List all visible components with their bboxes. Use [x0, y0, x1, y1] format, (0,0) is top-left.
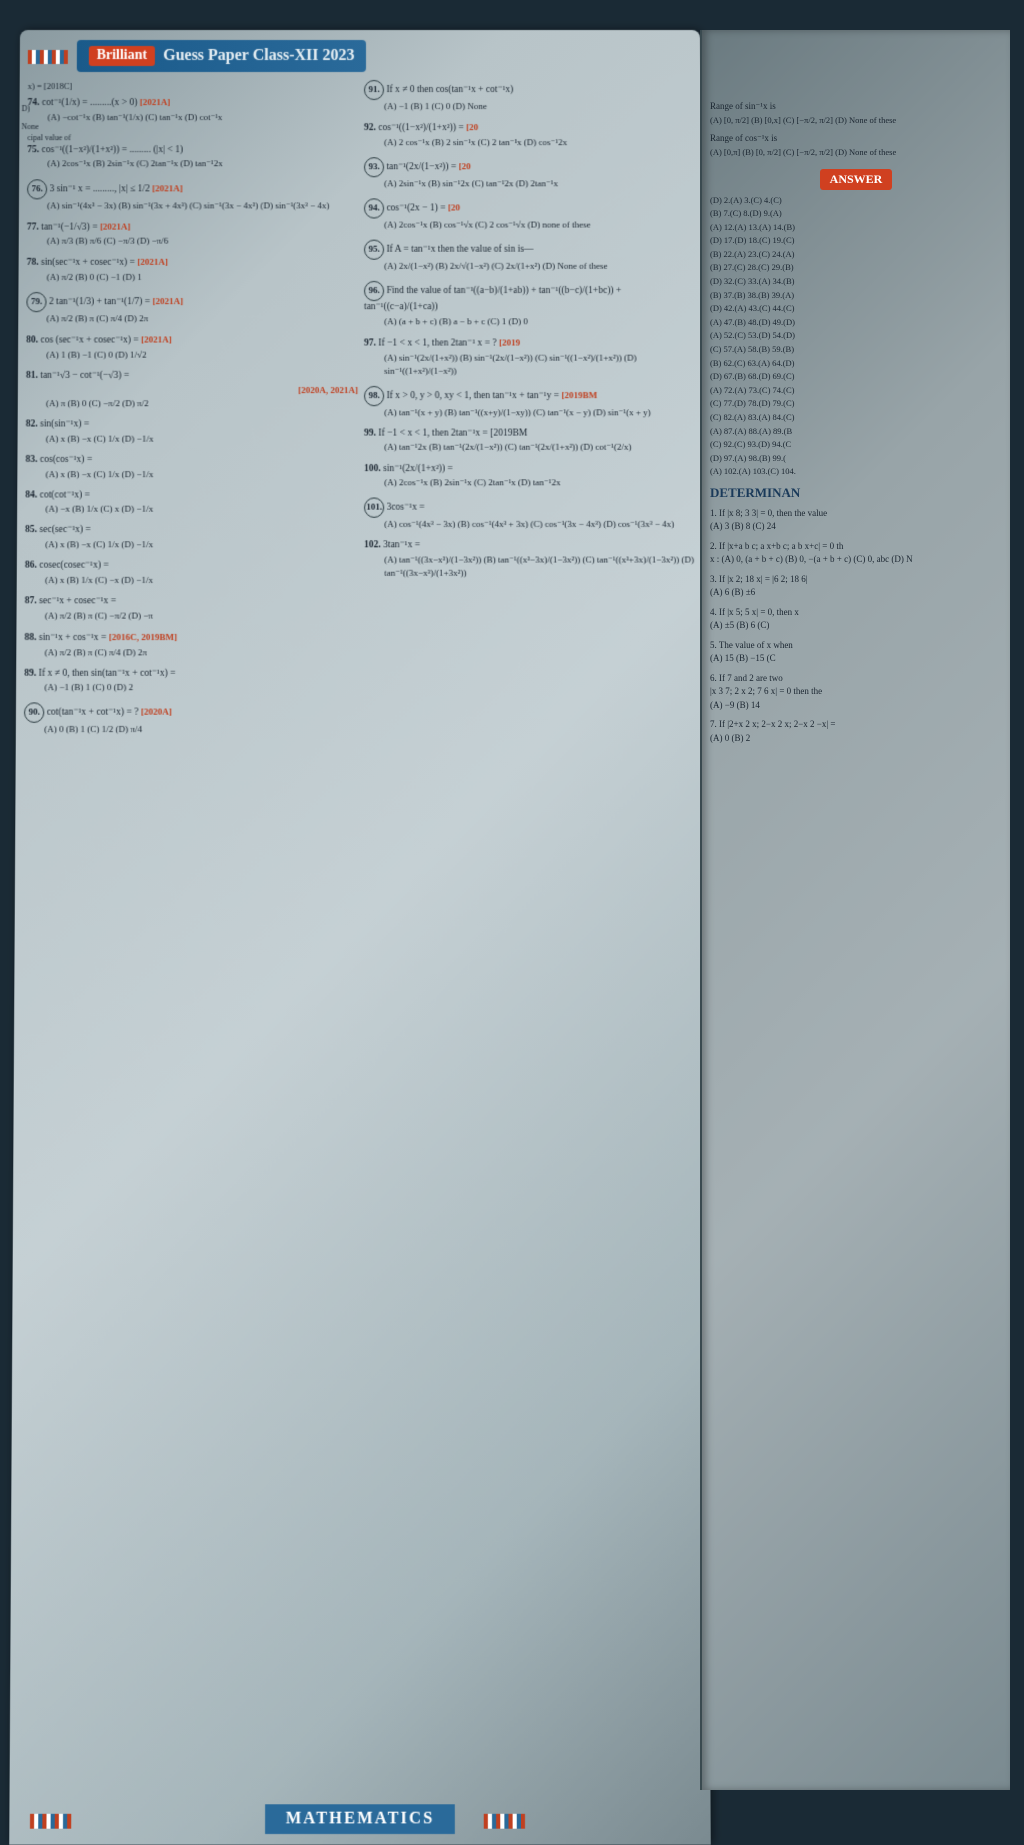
brand-badge: Brilliant	[88, 46, 155, 66]
question-93: 93. tan⁻¹(2x/(1−x²)) = [20 (A) 2sin⁻¹x (…	[364, 157, 693, 190]
circled-num-icon: 98.	[364, 386, 384, 406]
question-94: 94. cos⁻¹(2x − 1) = [20 (A) 2cos⁻¹x (B) …	[364, 198, 693, 231]
question-83: 83. cos(cos⁻¹x) = (A) x (B) −x (C) 1/x (…	[25, 454, 358, 481]
answer-grid: (D) 2.(A) 3.(C) 4.(C) (B) 7.(C) 8.(D) 9.…	[710, 194, 1002, 479]
question-102: 102. 3tan⁻¹x = (A) tan⁻¹((3x−x³)/(1−3x²)…	[364, 540, 695, 581]
circled-num-icon: 93.	[364, 157, 384, 177]
question-78: 78. sin(sec⁻¹x + cosec⁻¹x) = [2021A] (A)…	[27, 256, 358, 284]
question-76: 76. 3 sin⁻¹ x = ........., |x| ≤ 1/2 [20…	[27, 179, 358, 212]
question-80: 80. cos (sec⁻¹x + cosec⁻¹x) = [2021A] (A…	[26, 334, 358, 362]
content-columns: x) = [2018C] 74. cot⁻¹(1/x) = .........(…	[24, 80, 696, 745]
textbook-page-left: Brilliant Guess Paper Class-XII 2023 D) …	[9, 30, 711, 1845]
circled-num-icon: 91.	[364, 80, 384, 100]
question-82: 82. sin(sin⁻¹x) = (A) x (B) −x (C) 1/x (…	[26, 418, 358, 445]
question-97: 97. If −1 < x < 1, then 2tan⁻¹ x = ? [20…	[364, 336, 694, 377]
question-74: 74. cot⁻¹(1/x) = .........(x > 0) [2021A…	[27, 96, 358, 124]
circled-num-icon: 79.	[26, 292, 46, 312]
question-87: 87. sec⁻¹x + cosec⁻¹x = (A) π/2 (B) π (C…	[25, 595, 358, 622]
page-header: Brilliant Guess Paper Class-XII 2023	[76, 40, 366, 72]
header-stripes	[28, 50, 68, 64]
determinant-heading: DETERMINAN	[710, 485, 1002, 501]
circled-num-icon: 96.	[364, 281, 384, 301]
circled-num-icon: 101.	[364, 498, 384, 518]
question-90: 90. cot(tan⁻¹x + cot⁻¹x) = ? [2020A] (A)…	[24, 703, 358, 737]
textbook-page-right: Range of sin⁻¹x is (A) [0, π/2] (B) [0,x…	[700, 30, 1010, 1790]
question-101: 101. 3cos⁻¹x = (A) cos⁻¹(4x³ − 3x) (B) c…	[364, 498, 695, 532]
question-77: 77. tan⁻¹(−1/√3) = [2021A] (A) π/3 (B) π…	[27, 220, 358, 248]
circled-num-icon: 90.	[24, 703, 44, 723]
range-sin: Range of sin⁻¹x is (A) [0, π/2] (B) [0,x…	[710, 100, 1002, 126]
question-100: 100. sin⁻¹(2x/(1+x²)) = (A) 2cos⁻¹x (B) …	[364, 463, 695, 490]
footer-stripes-right	[484, 1814, 525, 1829]
answer-header: ANSWER	[820, 169, 893, 190]
question-95: 95. If A = tan⁻¹x then the value of sin …	[364, 240, 693, 273]
question-88: 88. sin⁻¹x + cos⁻¹x = [2016C, 2019BM] (A…	[24, 631, 358, 659]
page-title: Guess Paper Class-XII 2023	[163, 47, 354, 65]
det-q5: 5. The value of x when (A) 15 (B) −15 (C	[710, 639, 1002, 666]
question-84: 84. cot(cot⁻¹x) = (A) −x (B) 1/x (C) x (…	[25, 489, 358, 516]
question-98: 98. If x > 0, y > 0, xy < 1, then tan⁻¹x…	[364, 386, 694, 419]
question-86: 86. cosec(cosec⁻¹x) = (A) x (B) 1/x (C) …	[25, 560, 358, 587]
question-85: 85. sec(sec⁻¹x) = (A) x (B) −x (C) 1/x (…	[25, 524, 358, 551]
circled-num-icon: 95.	[364, 240, 384, 260]
question-99: 99. If −1 < x < 1, then 2tan⁻¹x = [2019B…	[364, 427, 694, 454]
question-81: 81. tan⁻¹√3 − cot⁻¹(−√3) = [2020A, 2021A…	[26, 370, 358, 410]
left-margin-fragments: D) None	[21, 100, 45, 135]
range-cos: Range of cos⁻¹x is (A) [0,π] (B) [0, π/2…	[710, 132, 1002, 158]
column-left: x) = [2018C] 74. cot⁻¹(1/x) = .........(…	[24, 80, 358, 745]
question-92: 92. cos⁻¹((1−x²)/(1+x²)) = [20 (A) 2 cos…	[364, 121, 693, 149]
question-96: 96. Find the value of tan⁻¹((a−b)/(1+ab)…	[364, 281, 694, 328]
question-89: 89. If x ≠ 0, then sin(tan⁻¹x + cot⁻¹x) …	[24, 667, 358, 694]
det-q4: 4. If |x 5; 5 x| = 0, then x (A) ±5 (B) …	[710, 606, 1002, 633]
column-right: 91. If x ≠ 0 then cos(tan⁻¹x + cot⁻¹x) (…	[364, 80, 696, 745]
det-q3: 3. If |x 2; 18 x| = |6 2; 18 6| (A) 6 (B…	[710, 573, 1002, 600]
det-q6: 6. If 7 and 2 are two |x 3 7; 2 x 2; 7 6…	[710, 672, 1002, 713]
page-footer: MATHEMATICS	[265, 1804, 455, 1834]
circled-num-icon: 94.	[364, 198, 384, 218]
det-q7: 7. If |2+x 2 x; 2−x 2 x; 2−x 2 −x| = (A)…	[710, 718, 1002, 745]
det-q2: 2. If |x+a b c; a x+b c; a b x+c| = 0 th…	[710, 540, 1002, 567]
question-91: 91. If x ≠ 0 then cos(tan⁻¹x + cot⁻¹x) (…	[364, 80, 692, 113]
question-75: 75. cos⁻¹((1−x²)/(1+x²)) = ......... (|x…	[27, 144, 358, 171]
question-79: 79. 2 tan⁻¹(1/3) + tan⁻¹(1/7) = [2021A] …	[26, 292, 358, 325]
circled-num-icon: 76.	[27, 179, 47, 199]
footer-stripes-left	[30, 1814, 71, 1829]
det-q1: 1. If |x 8; 3 3| = 0, then the value (A)…	[710, 507, 1002, 534]
